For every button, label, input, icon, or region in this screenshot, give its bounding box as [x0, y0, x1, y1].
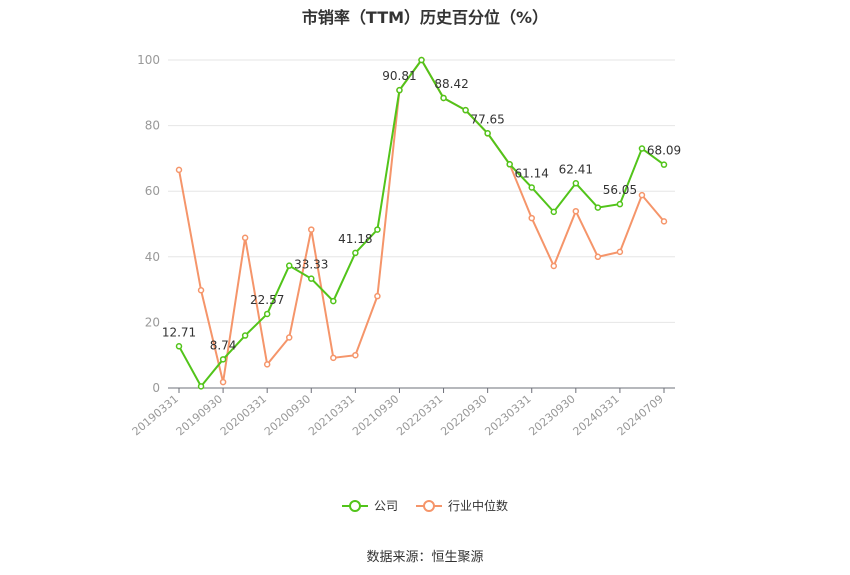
data-point[interactable] — [352, 351, 359, 359]
legend-industry-marker-icon — [416, 499, 442, 513]
data-point[interactable] — [285, 262, 293, 269]
x-tick-label: 20240709 — [615, 392, 666, 438]
legend: 公司 行业中位数 — [0, 497, 850, 514]
data-point[interactable] — [241, 234, 249, 242]
data-point[interactable] — [440, 94, 447, 102]
legend-industry-label: 行业中位数 — [448, 499, 509, 513]
data-label: 12.71 — [162, 325, 196, 339]
data-point[interactable] — [263, 310, 271, 318]
y-tick-label: 60 — [145, 184, 160, 198]
data-point[interactable] — [572, 180, 580, 187]
data-label: 41.18 — [338, 232, 372, 246]
data-point[interactable] — [374, 226, 381, 233]
data-point[interactable] — [175, 343, 183, 350]
grid-lines — [168, 59, 675, 323]
chart-title: 市销率（TTM）历史百分位（%） — [301, 8, 549, 27]
data-point[interactable] — [308, 226, 315, 233]
x-tick-label: 20210930 — [350, 392, 401, 438]
data-point[interactable] — [550, 262, 558, 270]
data-point[interactable] — [175, 166, 183, 174]
legend-company-marker-icon — [341, 499, 368, 513]
series-company — [175, 56, 668, 390]
data-point[interactable] — [418, 56, 425, 64]
data-label: 56.05 — [603, 183, 637, 197]
x-axis: 2019033120190930202003312020093020210331… — [130, 387, 675, 438]
legend-company-label: 公司 — [373, 499, 398, 513]
data-point[interactable] — [594, 204, 602, 211]
x-tick-label: 20190331 — [130, 392, 181, 438]
data-labels: 12.71 8.74 22.57 33.33 41.18 90.81 88.42 77.65 6… — [162, 69, 681, 352]
data-point[interactable] — [219, 356, 227, 363]
data-point[interactable] — [462, 106, 469, 114]
data-point[interactable] — [396, 86, 403, 94]
data-point[interactable] — [616, 200, 624, 208]
data-point[interactable] — [285, 334, 293, 341]
x-tick-label: 20230930 — [526, 392, 577, 438]
data-label: 90.81 — [382, 69, 416, 83]
data-point[interactable] — [594, 253, 602, 261]
x-tick-label: 20240331 — [571, 392, 622, 438]
data-label: 88.42 — [434, 77, 468, 91]
data-point[interactable] — [506, 161, 513, 168]
data-point[interactable] — [638, 145, 646, 152]
x-tick-label: 20220331 — [394, 392, 445, 438]
y-tick-label: 0 — [152, 381, 160, 395]
data-source: 数据来源：恒生聚源 — [366, 550, 484, 565]
y-tick-label: 100 — [137, 53, 160, 67]
data-label: 62.41 — [559, 162, 593, 176]
data-label: 77.65 — [470, 112, 504, 126]
data-label: 8.74 — [210, 338, 237, 352]
data-point[interactable] — [528, 214, 535, 222]
legend-item-industry[interactable]: 行业中位数 — [416, 497, 508, 514]
data-label: 68.09 — [647, 144, 681, 158]
data-point[interactable] — [660, 161, 668, 168]
y-tick-label: 80 — [145, 119, 160, 133]
legend-item-company[interactable]: 公司 — [341, 497, 398, 514]
data-point[interactable] — [197, 287, 205, 294]
data-point[interactable] — [616, 248, 624, 256]
data-point[interactable] — [638, 191, 646, 199]
data-point[interactable] — [263, 361, 271, 368]
x-tick-label: 20220930 — [438, 392, 489, 438]
data-point[interactable] — [308, 275, 315, 282]
data-point[interactable] — [660, 218, 668, 225]
data-point[interactable] — [197, 383, 205, 390]
data-point[interactable] — [484, 130, 491, 137]
series-industry — [175, 56, 668, 386]
data-point[interactable] — [330, 297, 337, 305]
data-point[interactable] — [550, 208, 558, 216]
data-label: 33.33 — [294, 258, 328, 272]
data-point[interactable] — [374, 292, 381, 300]
data-point[interactable] — [330, 354, 337, 362]
x-tick-label: 20230331 — [482, 392, 533, 438]
x-tick-label: 20210331 — [306, 392, 357, 438]
x-tick-label: 20200331 — [218, 392, 269, 438]
data-point[interactable] — [528, 184, 535, 191]
data-label: 22.57 — [250, 293, 284, 307]
x-tick-label: 20200930 — [262, 392, 313, 438]
data-point[interactable] — [352, 249, 359, 257]
data-label: 61.14 — [515, 166, 549, 180]
data-point[interactable] — [241, 332, 249, 339]
data-point[interactable] — [219, 378, 227, 386]
y-tick-label: 20 — [145, 315, 160, 329]
y-tick-label: 40 — [145, 250, 160, 264]
y-axis: 0 20 40 60 80 100 — [137, 53, 160, 395]
data-point[interactable] — [572, 207, 580, 215]
x-tick-label: 20190930 — [174, 392, 225, 438]
